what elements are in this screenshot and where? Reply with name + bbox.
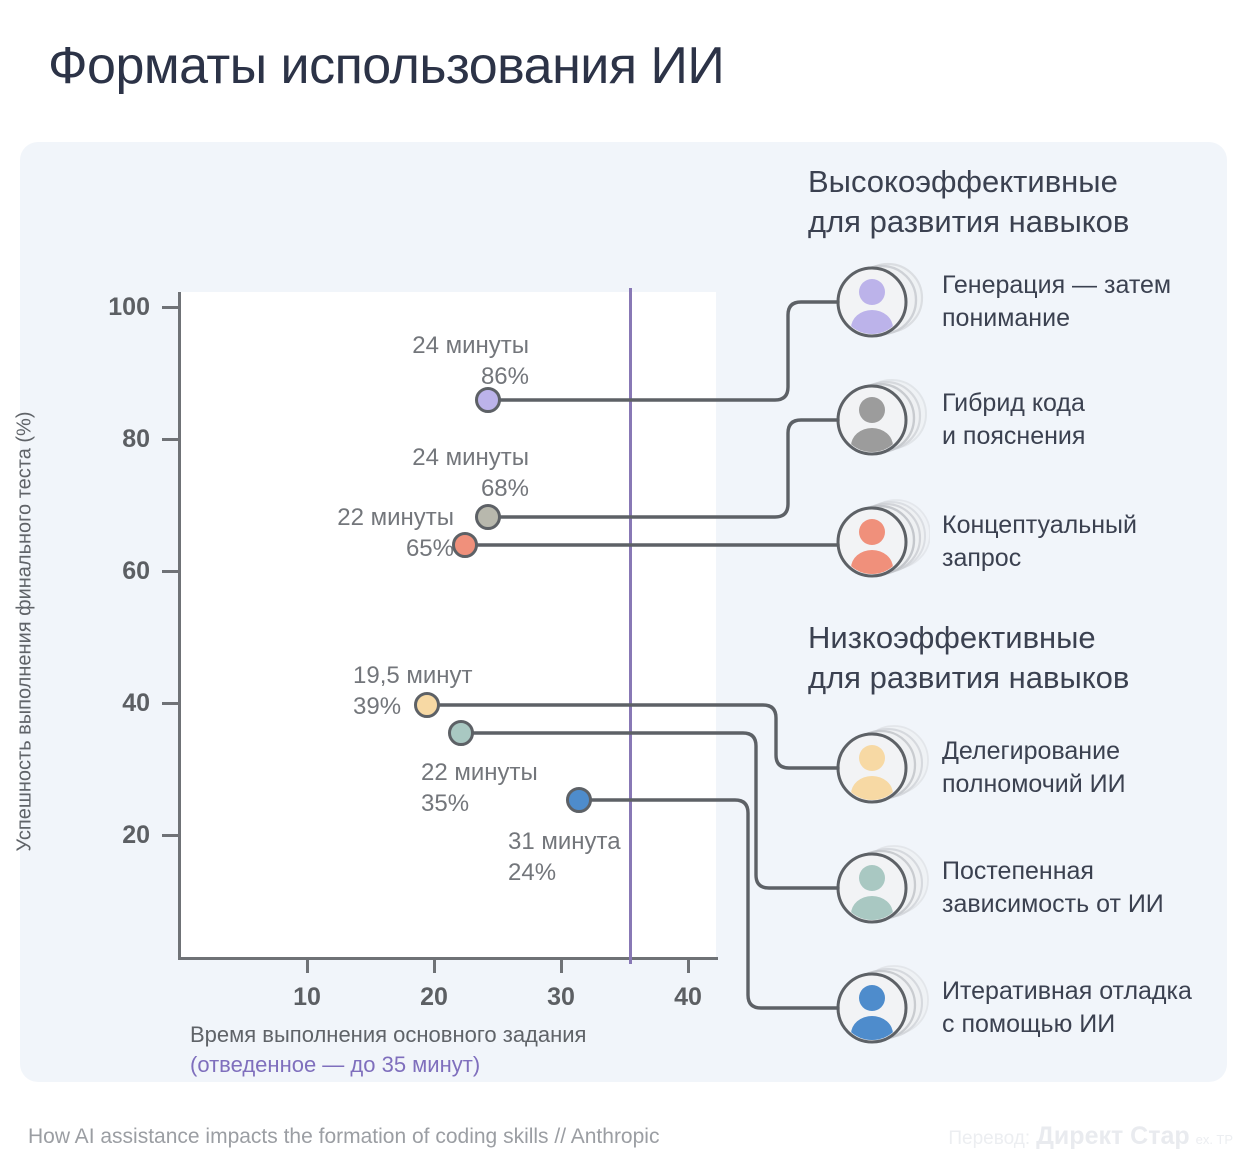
x-axis-subtitle: (отведенное — до 35 минут)	[190, 1051, 481, 1077]
legend-header-high: Высокоэффективные для развития навыков	[808, 164, 1130, 239]
credit-suffix: ex. TP	[1195, 1132, 1233, 1147]
y-tick-20	[162, 834, 178, 837]
legend-item-generation[interactable]: Генерация — затем понимание	[830, 252, 1210, 352]
y-tick-60	[162, 570, 178, 573]
point-label-debugging: 31 минута 24%	[508, 828, 621, 887]
credit-brand: Директ Стар	[1036, 1122, 1190, 1150]
x-tick-10	[306, 957, 309, 973]
x-tick-40	[687, 957, 690, 973]
legend-label-hybrid: Гибрид кода и пояснения	[942, 389, 1086, 450]
source-caption: How AI assistance impacts the formation …	[28, 1125, 660, 1148]
legend-item-dependency[interactable]: Постепенная зависимость от ИИ	[830, 838, 1210, 938]
legend-item-conceptual[interactable]: Концептуальный запрос	[830, 492, 1210, 592]
y-tick-label-40: 40	[122, 689, 150, 717]
x-tick-20	[433, 957, 436, 973]
data-point-generation[interactable]	[475, 387, 501, 413]
x-tick-label-30: 30	[547, 983, 575, 1011]
legend-label-generation: Генерация — затем понимание	[942, 271, 1172, 332]
avatar-conceptual-icon	[836, 499, 930, 578]
point-label-delegation: 19,5 минут 39%	[353, 662, 473, 721]
data-point-hybrid[interactable]	[475, 504, 501, 530]
x-tick-label-20: 20	[420, 983, 448, 1011]
translation-credit: Перевод: Директ Стар ex. TP	[948, 1122, 1233, 1151]
legend-item-debugging[interactable]: Итеративная отладка с помощью ИИ	[830, 958, 1210, 1058]
y-tick-100	[162, 306, 178, 309]
avatar-debugging-icon	[836, 965, 929, 1044]
y-axis-title: Успешность выполнения финального теста (…	[13, 411, 36, 852]
y-tick-40	[162, 702, 178, 705]
x-tick-label-40: 40	[674, 983, 702, 1011]
x-axis-title-main: Время выполнения основного задания	[190, 1022, 587, 1047]
avatar-generation-icon	[836, 262, 924, 338]
data-point-delegation[interactable]	[414, 692, 440, 718]
point-label-dependency: 22 минуты 35%	[421, 759, 538, 818]
legend-header-low: Низкоэффективные для развития навыков	[808, 620, 1130, 695]
legend-item-hybrid[interactable]: Гибрид кода и пояснения	[830, 370, 1210, 470]
data-point-conceptual[interactable]	[452, 532, 478, 558]
x-axis-line	[178, 957, 718, 960]
legend-label-delegation: Делегирование полномочий ИИ	[942, 737, 1126, 798]
point-label-hybrid: 24 минуты 68%	[412, 444, 529, 503]
time-limit-vline	[629, 288, 632, 964]
x-axis-title: Время выполнения основного задания (отве…	[190, 1020, 586, 1079]
legend-item-delegation[interactable]: Делегирование полномочий ИИ	[830, 718, 1210, 818]
data-point-debugging[interactable]	[566, 787, 592, 813]
legend-label-debugging: Итеративная отладка с помощью ИИ	[942, 977, 1192, 1038]
y-tick-label-80: 80	[122, 425, 150, 453]
point-label-generation: 24 минуты 86%	[412, 332, 529, 391]
avatar-delegation-icon	[836, 725, 929, 804]
y-tick-80	[162, 438, 178, 441]
legend-label-dependency: Постепенная зависимость от ИИ	[942, 857, 1164, 918]
avatar-dependency-icon	[836, 845, 929, 924]
x-tick-30	[560, 957, 563, 973]
avatar-hybrid-icon	[836, 379, 927, 456]
point-label-conceptual: 22 минуты 65%	[337, 504, 454, 563]
x-tick-label-10: 10	[293, 983, 321, 1011]
data-point-dependency[interactable]	[448, 720, 474, 746]
y-axis-line	[178, 292, 181, 960]
legend-label-conceptual: Концептуальный запрос	[942, 511, 1137, 572]
y-tick-label-100: 100	[108, 293, 150, 321]
page-title: Форматы использования ИИ	[48, 37, 725, 95]
y-tick-label-60: 60	[122, 557, 150, 585]
credit-prefix: Перевод:	[948, 1128, 1031, 1149]
y-tick-label-20: 20	[122, 821, 150, 849]
